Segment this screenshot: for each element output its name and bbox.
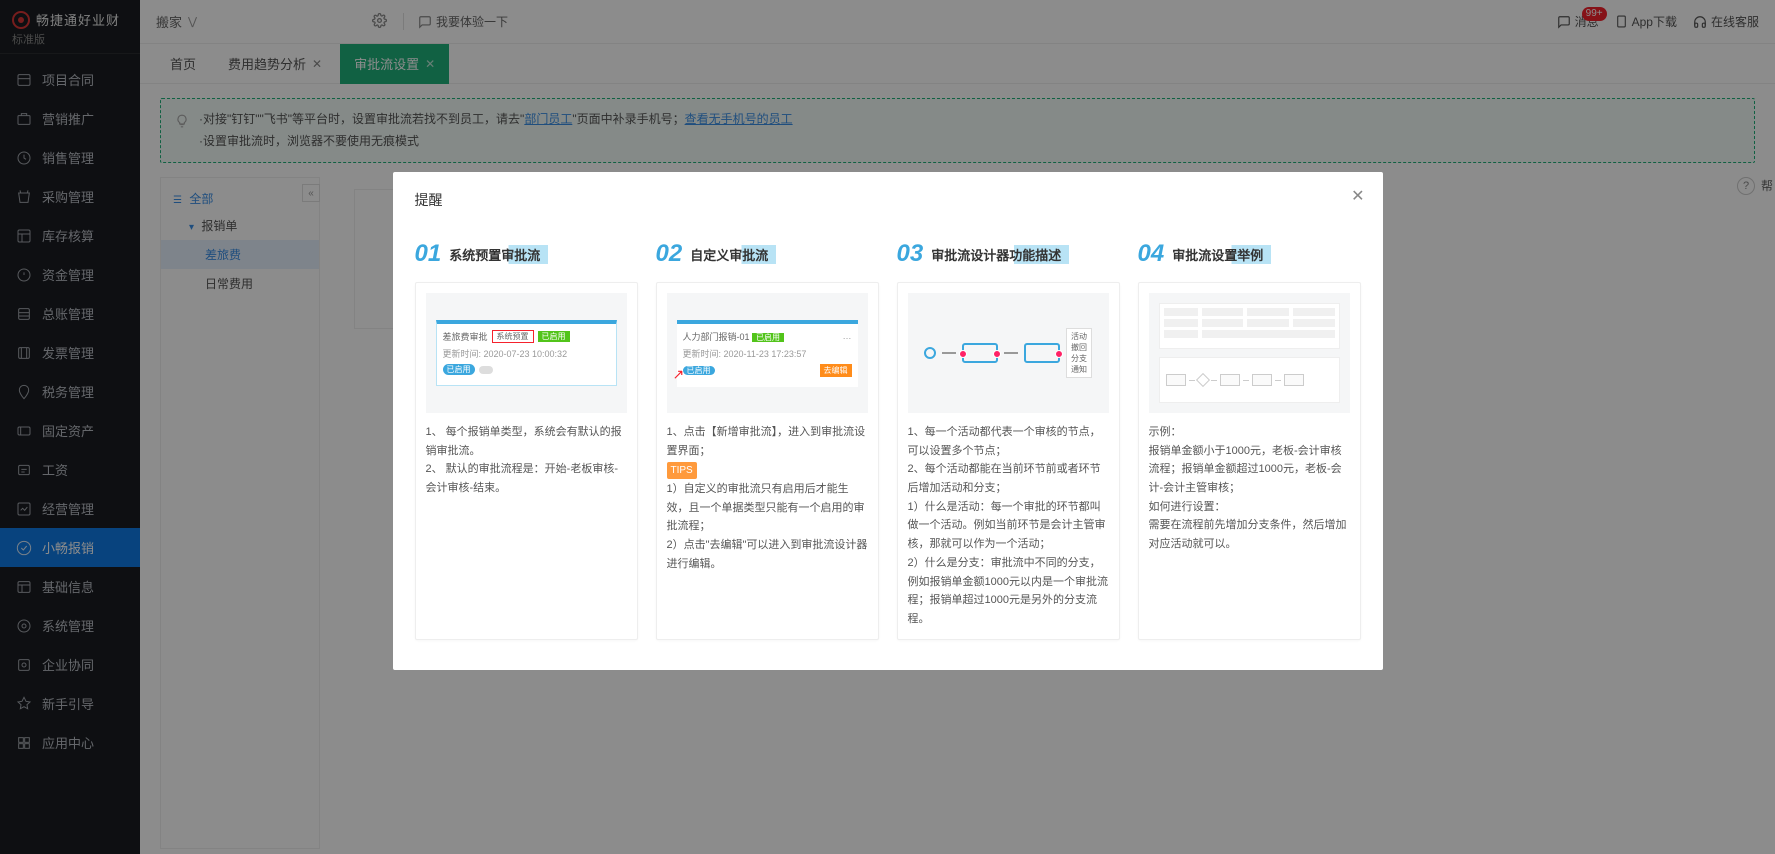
card-number: 01	[415, 240, 442, 268]
card-description: 示例：报销单金额小于1000元，老板-会计审核流程；报销单金额超过1000元，老…	[1149, 423, 1350, 554]
modal-close-button[interactable]: ✕	[1351, 186, 1364, 206]
guide-card: 04 审批流设置举例 示例：报销单金额小于1000元，老板-会计审核流程；报销单…	[1138, 240, 1361, 640]
modal-title: 提醒	[415, 190, 1361, 210]
card-title: 系统预置审批流	[449, 245, 548, 264]
card-description: 1、点击【新增审批流】，进入到审批流设置界面；TIPS1）自定义的审批流只有启用…	[667, 423, 868, 574]
card-illustration: 活动撤回分支通知	[908, 293, 1109, 413]
card-illustration	[1149, 293, 1350, 413]
card-title: 审批流设计器功能描述	[931, 245, 1069, 264]
tips-modal: ✕ 提醒 01 系统预置审批流 差旅费审批 系统预置 已启用更新时间: 2020…	[393, 172, 1383, 670]
card-number: 03	[897, 240, 924, 268]
card-description: 1、每一个活动都代表一个审核的节点，可以设置多个节点；2、每个活动都能在当前环节…	[908, 423, 1109, 629]
card-number: 02	[656, 240, 683, 268]
card-title: 自定义审批流	[690, 245, 776, 264]
guide-card: 02 自定义审批流 人力部门报销-01 已启用…更新时间: 2020-11-23…	[656, 240, 879, 640]
guide-card: 03 审批流设计器功能描述 活动撤回分支通知 1、每一个活动都代表一个审核的节点…	[897, 240, 1120, 640]
card-title: 审批流设置举例	[1172, 245, 1271, 264]
card-number: 04	[1138, 240, 1165, 268]
card-illustration: 人力部门报销-01 已启用…更新时间: 2020-11-23 17:23:57已…	[667, 293, 868, 413]
card-description: 1、 每个报销单类型，系统会有默认的报销审批流。2、 默认的审批流程是：开始-老…	[426, 423, 627, 498]
modal-overlay[interactable]: ✕ 提醒 01 系统预置审批流 差旅费审批 系统预置 已启用更新时间: 2020…	[0, 0, 1775, 854]
guide-card: 01 系统预置审批流 差旅费审批 系统预置 已启用更新时间: 2020-07-2…	[415, 240, 638, 640]
card-illustration: 差旅费审批 系统预置 已启用更新时间: 2020-07-23 10:00:32已…	[426, 293, 627, 413]
